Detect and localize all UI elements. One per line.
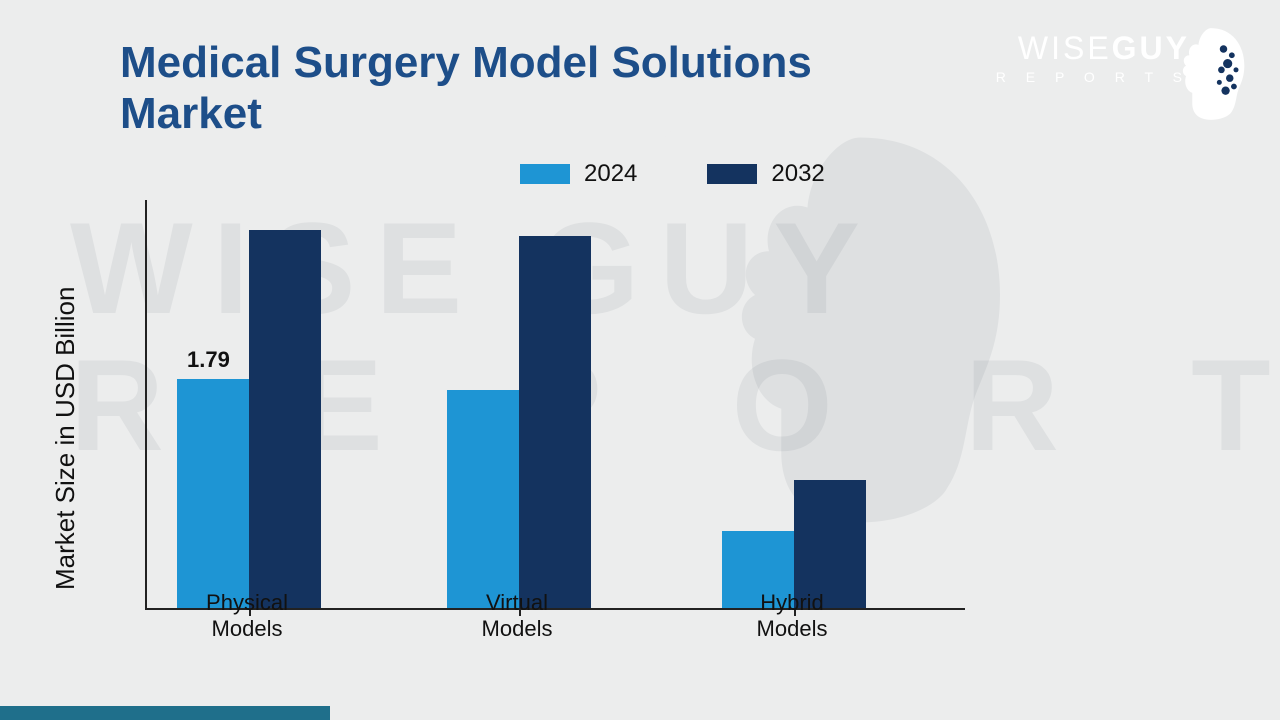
x-axis-label: VirtualModels [437,590,597,642]
footer-accent-bar [0,706,330,720]
x-axis-label: HybridModels [712,590,872,642]
bar-2024-1 [447,390,519,608]
value-label: 1.79 [187,347,230,373]
legend-swatch-2032 [707,164,757,184]
legend-label-2032: 2032 [771,160,824,188]
stage: WISE GUY R E P O R T S Medical Surgery M… [0,0,1280,720]
bar-2024-0 [177,379,249,608]
legend-label-2024: 2024 [584,160,637,188]
x-axis-label: PhysicalModels [167,590,327,642]
legend: 2024 2032 [520,160,825,188]
legend-item-2024: 2024 [520,160,637,188]
chart-title: Medical Surgery Model Solutions Market [120,38,900,139]
bar-chart: 1.79 PhysicalModels VirtualModels HybridMo… [145,200,965,640]
x-axis-labels: PhysicalModels VirtualModels HybridModels [145,590,965,646]
logo-line2: R E P O R T S [996,69,1190,85]
bar-2032-2 [794,480,866,608]
legend-item-2032: 2032 [707,160,824,188]
bar-2032-0 [249,230,321,608]
y-axis-label: Market Size in USD Billion [50,287,81,590]
wiseguy-logo: WISEGUY R E P O R T S [996,30,1250,85]
legend-swatch-2024 [520,164,570,184]
bar-2032-1 [519,236,591,608]
plot-area: 1.79 [145,200,965,610]
logo-line1: WISEGUY [996,30,1190,67]
